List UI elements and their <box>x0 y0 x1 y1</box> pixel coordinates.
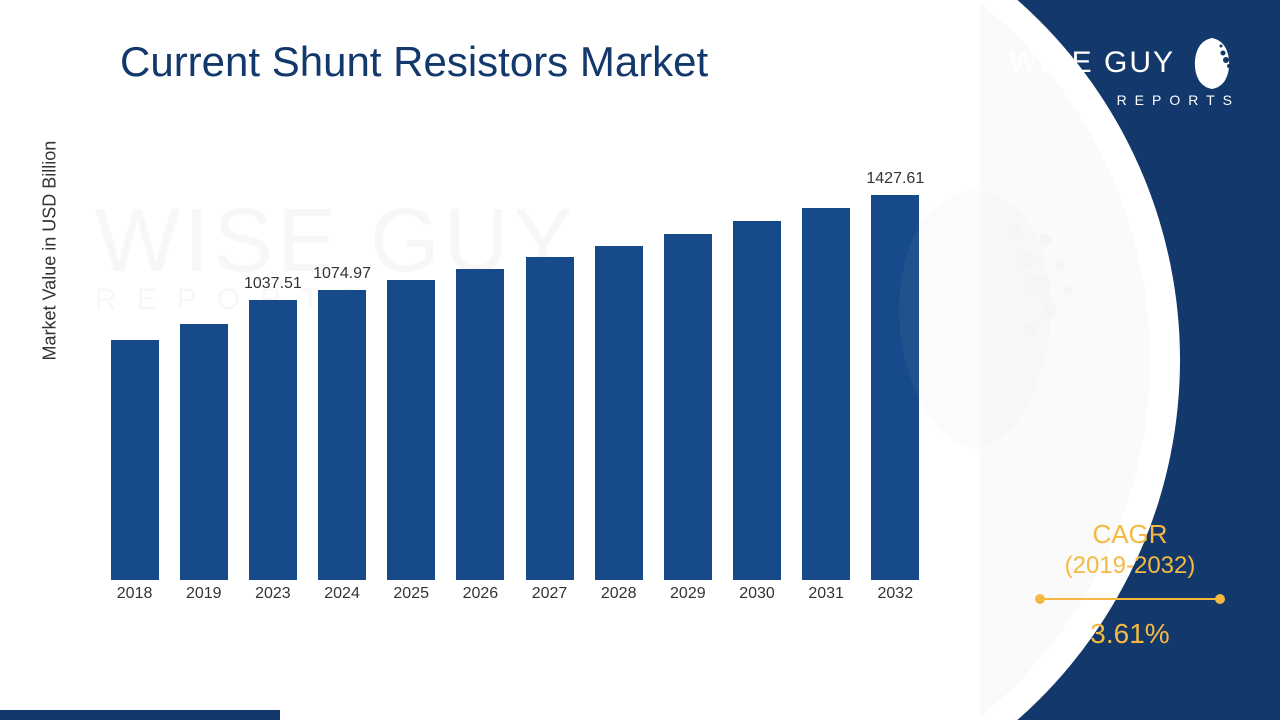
bar-group: 1037.51 <box>243 275 303 580</box>
x-axis-label: 2023 <box>243 585 303 603</box>
cagr-years: (2019-2032) <box>1020 552 1240 580</box>
x-axis-label: 2025 <box>381 585 441 603</box>
x-axis-label: 2029 <box>658 585 718 603</box>
bar-group <box>381 255 441 581</box>
x-axis-label: 2019 <box>174 585 234 603</box>
bar-group <box>796 183 856 580</box>
x-axis-label: 2026 <box>450 585 510 603</box>
cagr-title: CAGR <box>1020 519 1240 550</box>
bar <box>318 290 366 580</box>
x-axis-labels: 2018 2019 2023 2024 2025 2026 2027 2028 2029 2030… <box>100 585 930 603</box>
bar-group <box>658 209 718 580</box>
cagr-divider <box>1040 598 1220 600</box>
bar <box>802 208 850 580</box>
bar-value-label: 1037.51 <box>244 275 302 295</box>
logo-head-icon <box>1185 35 1240 90</box>
bar-group <box>105 315 165 580</box>
bar-group <box>520 232 580 580</box>
bottom-accent-bar <box>0 710 280 720</box>
bar <box>733 221 781 580</box>
bar <box>456 269 504 580</box>
x-axis-label: 2030 <box>727 585 787 603</box>
bar-value-label: 1427.61 <box>866 170 924 190</box>
cagr-section: CAGR (2019-2032) 3.61% <box>1020 519 1240 650</box>
bars-container: 1037.51 1074.97 1427.61 <box>100 150 930 580</box>
x-axis-label: 2031 <box>796 585 856 603</box>
chart-container: Current Shunt Resistors Market WISE GUY … <box>0 0 1280 720</box>
logo-text-span: WISE GUY <box>1009 46 1175 80</box>
logo-main-text: WISE GUY <box>1009 35 1240 90</box>
bar <box>249 300 297 580</box>
bar <box>111 340 159 580</box>
bar-group: 1427.61 <box>865 170 925 580</box>
bar-value-label: 1074.97 <box>313 265 371 285</box>
bar <box>526 257 574 580</box>
bar <box>595 246 643 580</box>
bar <box>664 234 712 580</box>
logo-sub-text: REPORTS <box>1009 92 1240 108</box>
x-axis-label: 2032 <box>865 585 925 603</box>
cagr-value: 3.61% <box>1020 618 1240 650</box>
x-axis-label: 2024 <box>312 585 372 603</box>
x-axis-label: 2028 <box>589 585 649 603</box>
bar-group: 1074.97 <box>312 265 372 580</box>
bar-group <box>589 221 649 580</box>
bar <box>180 324 228 581</box>
bar <box>871 195 919 580</box>
main-area: Current Shunt Resistors Market WISE GUY … <box>0 0 980 720</box>
x-axis-label: 2018 <box>105 585 165 603</box>
bar-group <box>450 244 510 580</box>
bar-group <box>727 196 787 580</box>
chart-title: Current Shunt Resistors Market <box>120 38 708 86</box>
bar <box>387 280 435 581</box>
chart-area: Market Value in USD Billion 1037.511074.… <box>60 150 930 630</box>
brand-logo: WISE GUY REPORTS <box>1009 35 1240 108</box>
x-axis-label: 2027 <box>520 585 580 603</box>
y-axis-label: Market Value in USD Billion <box>40 141 61 361</box>
bar-group <box>174 299 234 581</box>
